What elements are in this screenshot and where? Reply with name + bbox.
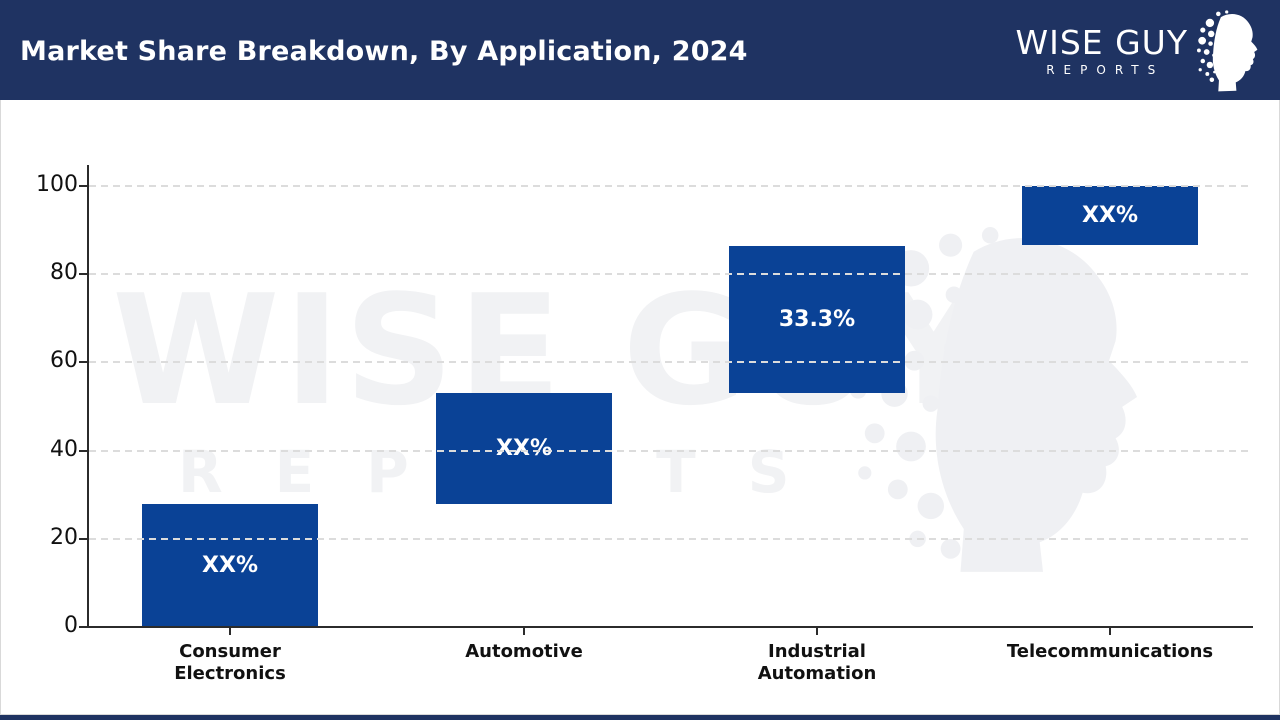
bar-segment: 33.3%: [729, 246, 905, 394]
gridline: [89, 537, 1253, 540]
brand-logo: WISE GUY REPORTS: [1015, 6, 1270, 96]
x-category-label: Industrial Automation: [697, 641, 937, 685]
bar-value-label: XX%: [202, 552, 258, 578]
x-category-label-line: Consumer: [179, 641, 281, 662]
y-tick-mark: [79, 537, 87, 540]
x-category-label-line: Industrial: [768, 641, 866, 662]
x-axis-spine: [87, 626, 1253, 628]
y-tick-label: 60: [50, 348, 78, 374]
bar-segment: XX%: [1022, 186, 1198, 246]
footer-strip: [0, 715, 1280, 720]
y-tick-mark: [79, 626, 87, 628]
x-tick-mark: [1109, 628, 1111, 635]
x-tick-mark: [523, 628, 525, 635]
y-tick-label: 40: [50, 436, 78, 462]
bar-value-label: XX%: [1082, 203, 1138, 229]
bar-segment: XX%: [436, 393, 612, 504]
y-tick-mark: [79, 361, 87, 364]
bar-value-label: XX%: [496, 435, 552, 461]
y-tick-label: 80: [50, 260, 78, 286]
gridline: [89, 361, 1253, 364]
y-tick-mark: [79, 273, 87, 276]
x-tick-mark: [229, 628, 231, 635]
bar-segment: XX%: [142, 503, 318, 627]
x-category-label: Consumer Electronics: [110, 641, 350, 685]
x-category-label-line: Automotive: [465, 641, 583, 662]
brand-logo-text: WISE GUY REPORTS: [1015, 23, 1188, 78]
brand-name: WISE GUY: [1015, 23, 1188, 62]
brand-face-icon: [1196, 10, 1258, 92]
x-category-label: Telecommunications: [990, 641, 1230, 663]
header: Market Share Breakdown, By Application, …: [0, 0, 1280, 100]
gridline: [89, 449, 1253, 452]
x-category-label-line: Automation: [757, 663, 877, 684]
y-axis-spine: [87, 165, 89, 628]
chart-title: Market Share Breakdown, By Application, …: [20, 36, 748, 67]
x-category-label-line: Telecommunications: [1006, 641, 1214, 662]
y-tick-mark: [79, 185, 87, 187]
gridline: [89, 273, 1253, 276]
y-tick-label: 0: [64, 613, 78, 638]
x-tick-mark: [816, 628, 818, 635]
x-category-label: Automotive: [404, 641, 644, 663]
gridline: [89, 185, 1253, 187]
bar-value-label: 33.3%: [778, 307, 856, 333]
y-tick-label: 20: [50, 524, 78, 550]
x-category-label-line: Electronics: [174, 663, 286, 684]
brand-subtitle: REPORTS: [1046, 63, 1165, 77]
y-tick-label: 100: [36, 172, 78, 197]
y-tick-mark: [79, 449, 87, 452]
